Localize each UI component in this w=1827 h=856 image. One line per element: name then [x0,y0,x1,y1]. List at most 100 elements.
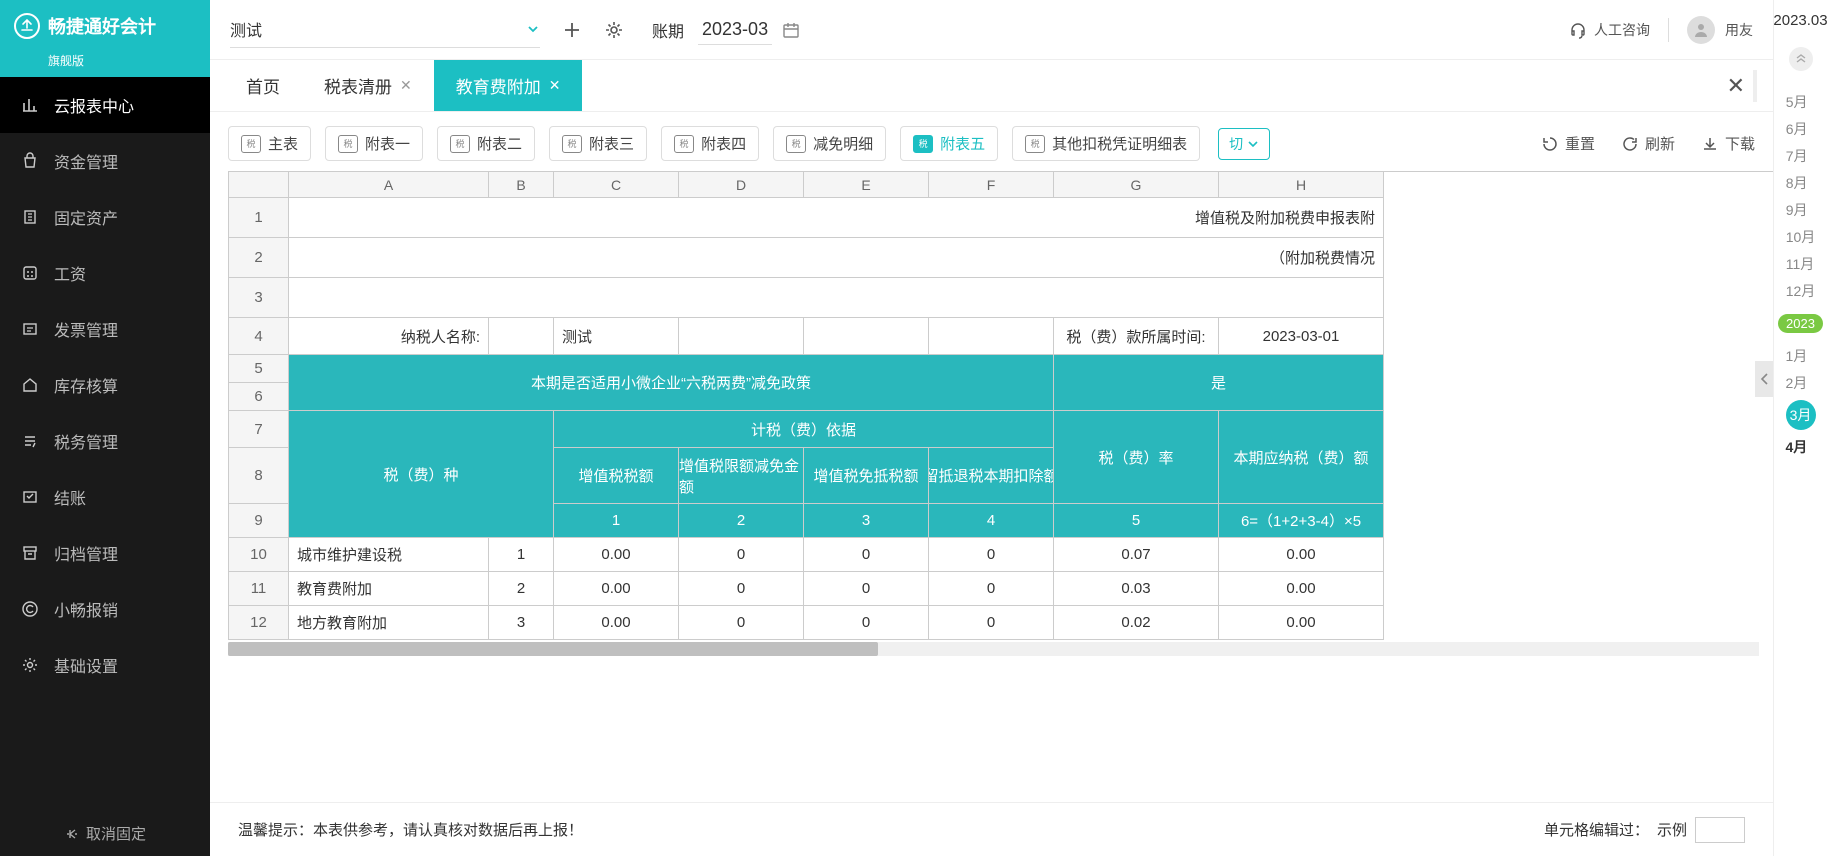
sheet-tab-减免明细[interactable]: 税减免明细 [773,126,886,161]
timeline-month[interactable]: 3月 [1786,400,1816,430]
month-timeline: 2023.03 5月6月7月8月9月10月11月12月 2023 1月2月3月4… [1773,0,1827,856]
sheet-tab-附表一[interactable]: 税附表一 [325,126,423,161]
refresh-button[interactable]: 刷新 [1621,133,1675,154]
row-header: 7 [229,411,289,448]
calendar-icon[interactable] [782,21,800,39]
unpin-button[interactable]: 取消固定 [0,811,210,856]
sheet-tab-附表五[interactable]: 税附表五 [900,126,998,161]
sidebar-item-calc[interactable]: 工资 [0,245,210,301]
chevron-down-icon [1247,138,1259,150]
sheet-tab-附表三[interactable]: 税附表三 [549,126,647,161]
support-button[interactable]: 人工咨询 [1568,20,1650,40]
timeline-up-button[interactable] [1789,47,1813,71]
company-name: 测试 [230,17,262,41]
sidebar-item-chart[interactable]: 云报表中心 [0,77,210,133]
period-label: 账期 [652,18,684,42]
sidebar-item-label: 税务管理 [54,429,118,453]
sheet-icon: 税 [913,135,933,153]
timeline-month[interactable]: 12月 [1786,281,1816,301]
data-h: 0.00 [1219,572,1384,606]
timeline-month[interactable]: 2月 [1786,373,1816,393]
timeline-month[interactable]: 9月 [1786,200,1816,220]
sidebar-item-invoice[interactable]: 发票管理 [0,301,210,357]
sheet-tab-附表四[interactable]: 税附表四 [661,126,759,161]
add-button[interactable] [562,20,582,40]
idx-d: 2 [679,504,804,538]
sheet-tab-附表二[interactable]: 税附表二 [437,126,535,161]
bag-icon [20,151,40,171]
c-icon [20,599,40,619]
col-header: F [929,172,1054,198]
sidebar: 畅捷通好会计 旗舰版 云报表中心资金管理固定资产工资发票管理库存核算税务管理结账… [0,0,210,856]
download-label: 下载 [1725,133,1755,154]
sidebar-item-lock[interactable]: 结账 [0,469,210,525]
download-button[interactable]: 下载 [1701,133,1755,154]
user-menu[interactable]: 用友 [1687,16,1753,44]
reset-label: 重置 [1565,133,1595,154]
timeline-month[interactable]: 11月 [1786,254,1816,274]
tab-税表清册[interactable]: 税表清册 ✕ [302,60,434,111]
idx-c: 1 [554,504,679,538]
close-icon[interactable]: ✕ [549,77,561,94]
horizontal-scrollbar[interactable] [228,642,1759,656]
sheet-icon: 税 [1025,135,1045,153]
toggle-label: 切 [1229,134,1243,154]
tab-教育费附加[interactable]: 教育费附加✕ [434,60,583,111]
lock-icon [20,487,40,507]
data-f: 0 [929,606,1054,640]
scrollbar-thumb[interactable] [228,642,878,656]
col-header: A [289,172,489,198]
sidebar-item-gear[interactable]: 基础设置 [0,637,210,693]
close-icon[interactable]: ✕ [400,77,412,94]
example-input[interactable] [1695,817,1745,843]
toggle-button[interactable]: 切 [1218,128,1270,160]
sidebar-item-label: 发票管理 [54,317,118,341]
settings-button[interactable] [604,20,624,40]
tabs-divider [1753,70,1757,102]
sidebar-item-c[interactable]: 小畅报销 [0,581,210,637]
timeline-month[interactable]: 8月 [1786,173,1816,193]
sidebar-item-label: 工资 [54,261,86,285]
download-icon [1701,135,1719,153]
sidebar-item-house[interactable]: 库存核算 [0,357,210,413]
timeline-month[interactable]: 10月 [1786,227,1816,247]
col-header: B [489,172,554,198]
chevron-down-icon [526,22,540,36]
expand-handle[interactable] [1755,361,1773,397]
sheet-tab-其他扣税凭证明细表[interactable]: 税其他扣税凭证明细表 [1012,126,1200,161]
gear-icon [20,655,40,675]
timeline-month[interactable]: 5月 [1786,92,1816,112]
sidebar-item-tax[interactable]: 税务管理 [0,413,210,469]
col-header: G [1054,172,1219,198]
user-name: 用友 [1725,20,1753,40]
close-all-tabs-button[interactable]: ✕ [1727,73,1745,99]
col-header: H [1219,172,1384,198]
sidebar-item-bag[interactable]: 资金管理 [0,133,210,189]
timeline-month[interactable]: 1月 [1786,346,1816,366]
timeline-month[interactable]: 6月 [1786,119,1816,139]
brand-logo[interactable]: 畅捷通好会计 [0,0,210,52]
sheet-icon: 税 [241,135,261,153]
tab-label: 税表清册 [324,73,392,98]
sidebar-item-building[interactable]: 固定资产 [0,189,210,245]
timeline-month[interactable]: 4月 [1786,437,1816,457]
data-f: 0 [929,538,1054,572]
sidebar-item-archive[interactable]: 归档管理 [0,525,210,581]
calc-icon [20,263,40,283]
timeline-month[interactable]: 7月 [1786,146,1816,166]
period-value[interactable]: 2023-03 [698,15,772,45]
page-tabs: 首页税表清册✕教育费附加✕ ✕ [210,60,1773,112]
sidebar-item-label: 归档管理 [54,541,118,565]
sidebar-item-label: 资金管理 [54,149,118,173]
data-c: 0.00 [554,538,679,572]
h-payable: 本期应纳税（费）额 [1219,411,1384,504]
sheet-tab-主表[interactable]: 税主表 [228,126,311,161]
refresh-label: 刷新 [1645,133,1675,154]
tab-首页[interactable]: 首页 [224,60,302,111]
building-icon [20,207,40,227]
data-c: 0.00 [554,572,679,606]
company-select[interactable]: 测试 [230,11,540,48]
data-g: 0.02 [1054,606,1219,640]
reset-button[interactable]: 重置 [1541,133,1595,154]
taxpayer-value: 测试 [554,318,679,355]
